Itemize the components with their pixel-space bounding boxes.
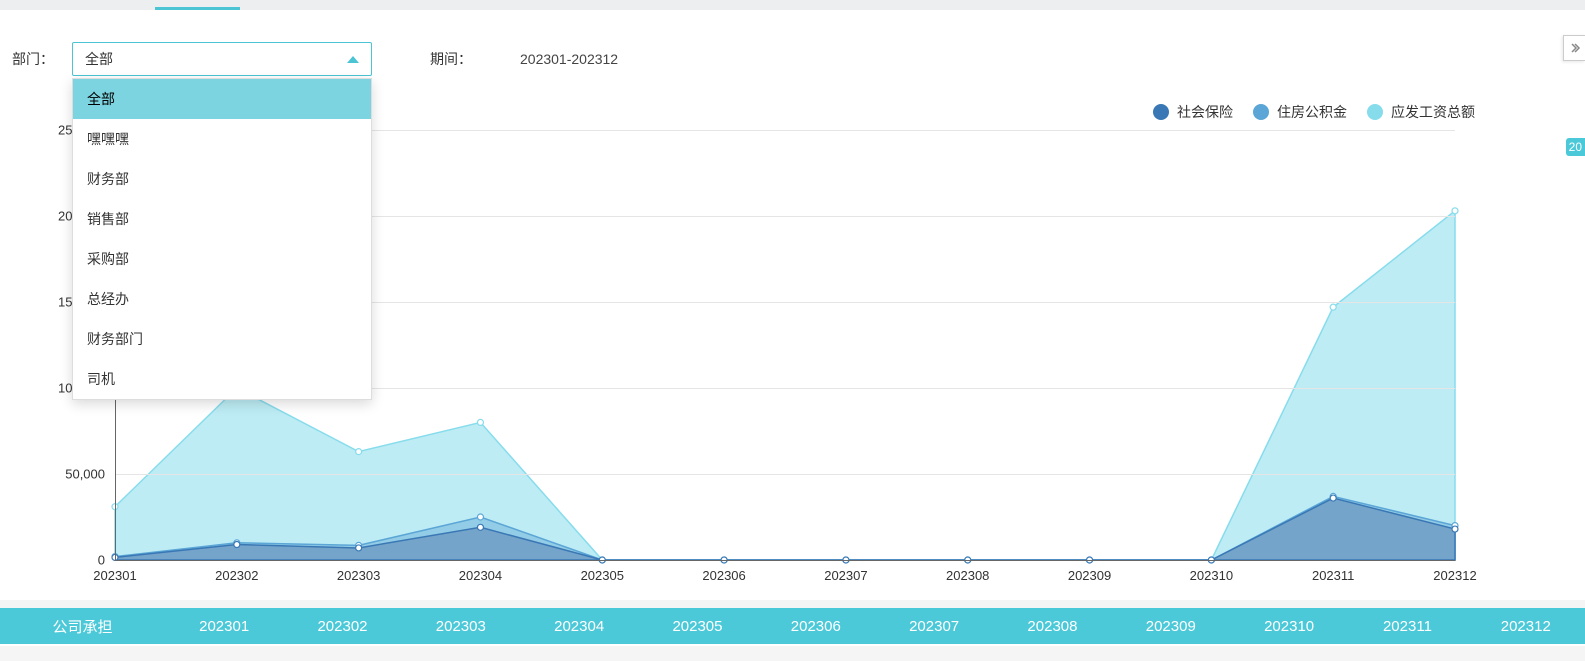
x-axis-label: 202312: [1433, 568, 1476, 583]
dept-select-value: 全部: [85, 49, 113, 69]
table-column-header: 202308: [993, 618, 1111, 635]
dept-option[interactable]: 嘿嘿嘿: [73, 119, 371, 159]
x-axis-label: 202308: [946, 568, 989, 583]
x-axis-label: 202307: [824, 568, 867, 583]
table-row-header: 公司承担: [0, 616, 165, 637]
legend-label: 住房公积金: [1277, 102, 1347, 122]
table-column-header: 202306: [757, 618, 875, 635]
top-strip: [0, 0, 1585, 10]
legend-item-2[interactable]: 住房公积金: [1253, 102, 1347, 122]
legend-label: 社会保险: [1177, 102, 1233, 122]
dept-select[interactable]: 全部: [72, 42, 372, 76]
x-axis-label: 202305: [581, 568, 624, 583]
dept-option[interactable]: 销售部: [73, 199, 371, 239]
dept-option[interactable]: 财务部: [73, 159, 371, 199]
table-column-header: 202301: [165, 618, 283, 635]
dept-option[interactable]: 财务部门: [73, 319, 371, 359]
x-axis-label: 202301: [93, 568, 136, 583]
data-point[interactable]: [477, 419, 483, 425]
data-point[interactable]: [477, 514, 483, 520]
dept-option[interactable]: 总经办: [73, 279, 371, 319]
table-column-header: 202309: [1112, 618, 1230, 635]
dept-label: 部门：: [12, 49, 54, 69]
y-axis-label: 0: [50, 553, 105, 568]
data-point[interactable]: [1452, 208, 1458, 214]
x-axis-label: 202302: [215, 568, 258, 583]
dept-option[interactable]: 司机: [73, 359, 371, 399]
data-point[interactable]: [1330, 304, 1336, 310]
chart-legend: 社会保险 住房公积金 应发工资总额: [1153, 102, 1475, 122]
table-header-row: 公司承担 20230120230220230320230420230520230…: [0, 600, 1585, 646]
filter-bar: 部门： 全部 全部嘿嘿嘿财务部销售部采购部总经办财务部门司机 期间： 20230…: [0, 10, 1585, 76]
chevrons-right-icon: [1569, 42, 1581, 54]
expand-side-button[interactable]: [1563, 35, 1585, 61]
table-column-header: 202312: [1467, 618, 1585, 635]
dept-option[interactable]: 采购部: [73, 239, 371, 279]
x-axis: [115, 560, 1455, 561]
legend-dot-icon: [1253, 104, 1269, 120]
legend-item-3[interactable]: 应发工资总额: [1367, 102, 1475, 122]
table-columns: 2023012023022023032023042023052023062023…: [165, 618, 1585, 635]
table-column-header: 202310: [1230, 618, 1348, 635]
legend-dot-icon: [1153, 104, 1169, 120]
table-column-header: 202304: [520, 618, 638, 635]
chevron-up-icon: [347, 56, 359, 63]
data-point[interactable]: [234, 542, 240, 548]
grid-line: [115, 474, 1455, 475]
period-value: 202301-202312: [520, 51, 618, 67]
dept-dropdown[interactable]: 全部嘿嘿嘿财务部销售部采购部总经办财务部门司机: [72, 78, 372, 400]
x-axis-label: 202311: [1312, 568, 1354, 583]
dept-option[interactable]: 全部: [73, 79, 371, 119]
x-axis-label: 202310: [1190, 568, 1233, 583]
table-column-header: 202305: [638, 618, 756, 635]
data-point[interactable]: [356, 545, 362, 551]
table-column-header: 202302: [283, 618, 401, 635]
data-point[interactable]: [1330, 495, 1336, 501]
legend-item-1[interactable]: 社会保险: [1153, 102, 1233, 122]
period-label: 期间：: [430, 49, 472, 69]
x-axis-label: 202309: [1068, 568, 1111, 583]
side-badge[interactable]: 20: [1566, 138, 1585, 156]
x-axis-label: 202304: [459, 568, 502, 583]
data-point[interactable]: [356, 449, 362, 455]
x-axis-label: 202303: [337, 568, 380, 583]
main-panel: 部门： 全部 全部嘿嘿嘿财务部销售部采购部总经办财务部门司机 期间： 20230…: [0, 10, 1585, 600]
legend-label: 应发工资总额: [1391, 102, 1475, 122]
table-column-header: 202303: [402, 618, 520, 635]
y-axis-label: 50,000: [50, 467, 105, 482]
table-column-header: 202307: [875, 618, 993, 635]
data-point[interactable]: [1452, 526, 1458, 532]
x-axis-label: 202306: [702, 568, 745, 583]
legend-dot-icon: [1367, 104, 1383, 120]
data-point[interactable]: [477, 524, 483, 530]
dept-select-wrap: 全部 全部嘿嘿嘿财务部销售部采购部总经办财务部门司机: [72, 42, 372, 76]
table-column-header: 202311: [1348, 618, 1466, 635]
